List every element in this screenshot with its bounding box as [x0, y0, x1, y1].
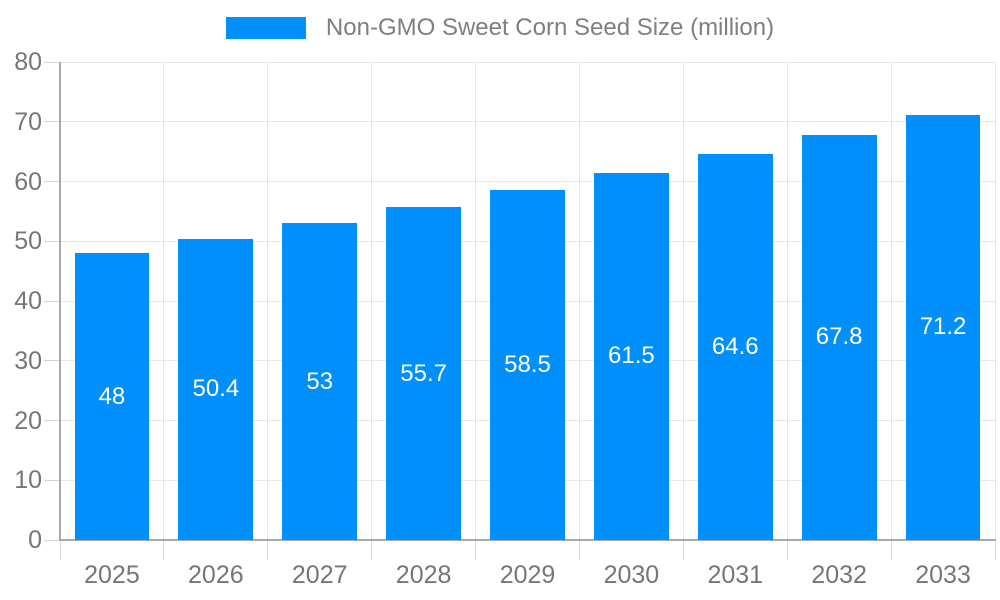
y-axis-label: 60	[14, 167, 42, 196]
y-axis-tick	[44, 121, 60, 123]
y-axis-label: 80	[14, 48, 42, 76]
gridline-vertical	[890, 62, 892, 540]
bar[interactable]	[490, 190, 565, 540]
y-axis-tick	[44, 300, 60, 302]
bar[interactable]	[593, 172, 669, 540]
x-axis-tick	[994, 540, 996, 560]
chart-legend[interactable]: Non-GMO Sweet Corn Seed Size (million)	[0, 14, 1000, 42]
legend-label: Non-GMO Sweet Corn Seed Size (million)	[325, 14, 775, 41]
gridline-vertical	[371, 62, 373, 540]
gridline-horizontal	[60, 121, 995, 123]
x-axis-tick	[59, 540, 61, 560]
x-axis-tick	[786, 540, 788, 560]
y-axis-label: 70	[14, 107, 42, 136]
x-axis-label: 2028	[395, 561, 452, 589]
gridline-vertical	[163, 62, 165, 540]
y-axis-tick	[44, 539, 60, 541]
y-axis-line	[59, 62, 61, 540]
gridline-vertical	[994, 62, 996, 540]
y-axis-label: 50	[14, 227, 42, 256]
y-axis-label: 0	[28, 526, 42, 554]
gridline-vertical	[578, 62, 580, 540]
y-axis-tick	[44, 479, 60, 481]
x-axis-label: 2029	[499, 561, 556, 589]
bar[interactable]	[74, 253, 150, 540]
y-axis-label: 40	[14, 287, 42, 315]
x-axis-label: 2026	[188, 561, 244, 589]
legend-swatch-icon	[225, 17, 306, 39]
x-axis-tick	[682, 540, 684, 560]
x-axis-tick	[267, 540, 269, 560]
bar[interactable]	[282, 223, 358, 540]
x-axis-label: 2025	[84, 561, 140, 589]
y-axis-tick	[44, 240, 60, 242]
x-axis-label: 2031	[707, 561, 764, 589]
x-axis-label: 2027	[291, 561, 348, 589]
x-axis-label: 2032	[811, 561, 867, 589]
y-axis-tick	[44, 61, 60, 63]
gridline-horizontal	[60, 181, 995, 182]
y-axis-tick	[44, 181, 60, 182]
bar[interactable]	[178, 238, 254, 540]
y-axis-tick	[44, 360, 60, 362]
bar[interactable]	[386, 207, 461, 540]
bar[interactable]	[905, 114, 981, 540]
x-axis-label: 2030	[603, 561, 660, 589]
gridline-vertical	[682, 62, 684, 540]
y-axis-label: 20	[14, 406, 42, 435]
gridline-horizontal	[60, 61, 995, 63]
gridline-vertical	[475, 62, 477, 540]
bar[interactable]	[801, 134, 877, 540]
x-axis-tick	[475, 540, 477, 560]
x-axis-tick	[890, 540, 892, 560]
y-axis-label: 10	[14, 466, 42, 495]
y-axis-tick	[44, 420, 60, 421]
x-axis-tick	[578, 540, 580, 560]
x-axis-label: 2033	[915, 561, 971, 589]
x-axis-tick	[163, 540, 165, 560]
bar[interactable]	[697, 154, 773, 540]
x-axis-tick	[371, 540, 373, 560]
gridline-vertical	[786, 62, 788, 540]
y-axis-label: 30	[14, 346, 42, 375]
gridline-vertical	[267, 62, 269, 540]
x-axis-line	[59, 539, 996, 541]
